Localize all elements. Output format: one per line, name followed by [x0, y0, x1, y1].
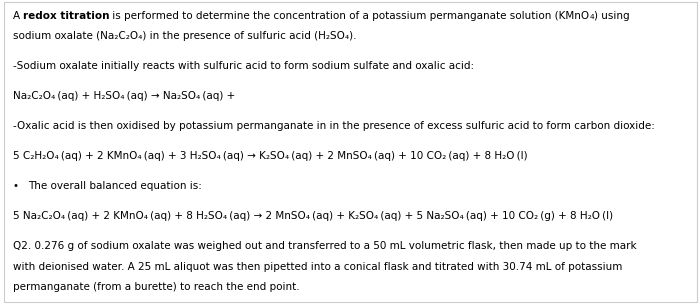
Text: -Sodium oxalate initially reacts with sulfuric acid to form sodium sulfate and o: -Sodium oxalate initially reacts with su…	[13, 61, 474, 71]
Text: redox titration: redox titration	[23, 11, 109, 21]
Text: with deionised water. A 25 mL aliquot was then pipetted into a conical flask and: with deionised water. A 25 mL aliquot wa…	[13, 262, 622, 272]
Text: Na₂C₂O₄ (aq) + H₂SO₄ (aq) → Na₂SO₄ (aq) +: Na₂C₂O₄ (aq) + H₂SO₄ (aq) → Na₂SO₄ (aq) …	[13, 91, 234, 101]
Text: A: A	[13, 11, 23, 21]
Text: 5 Na₂C₂O₄ (aq) + 2 KMnO₄ (aq) + 8 H₂SO₄ (aq) → 2 MnSO₄ (aq) + K₂SO₄ (aq) + 5 Na₂: 5 Na₂C₂O₄ (aq) + 2 KMnO₄ (aq) + 8 H₂SO₄ …	[13, 211, 612, 221]
Text: •: •	[13, 181, 19, 191]
Text: Q2. 0.276 g of sodium oxalate was weighed out and transferred to a 50 mL volumet: Q2. 0.276 g of sodium oxalate was weighe…	[13, 241, 636, 251]
Text: sodium oxalate (Na₂C₂O₄) in the presence of sulfuric acid (H₂SO₄).: sodium oxalate (Na₂C₂O₄) in the presence…	[13, 31, 356, 41]
Text: 5 C₂H₂O₄ (aq) + 2 KMnO₄ (aq) + 3 H₂SO₄ (aq) → K₂SO₄ (aq) + 2 MnSO₄ (aq) + 10 CO₂: 5 C₂H₂O₄ (aq) + 2 KMnO₄ (aq) + 3 H₂SO₄ (…	[13, 151, 527, 161]
Text: The overall balanced equation is:: The overall balanced equation is:	[28, 181, 202, 191]
Text: 4: 4	[589, 14, 594, 20]
Text: -Oxalic acid is then oxidised by potassium permanganate in in the presence of ex: -Oxalic acid is then oxidised by potassi…	[13, 121, 654, 131]
Text: permanganate (from a burette) to reach the end point.: permanganate (from a burette) to reach t…	[13, 282, 299, 292]
Text: is performed to determine the concentration of a potassium permanganate solution: is performed to determine the concentrat…	[109, 11, 589, 21]
Text: ) using: ) using	[594, 11, 630, 21]
